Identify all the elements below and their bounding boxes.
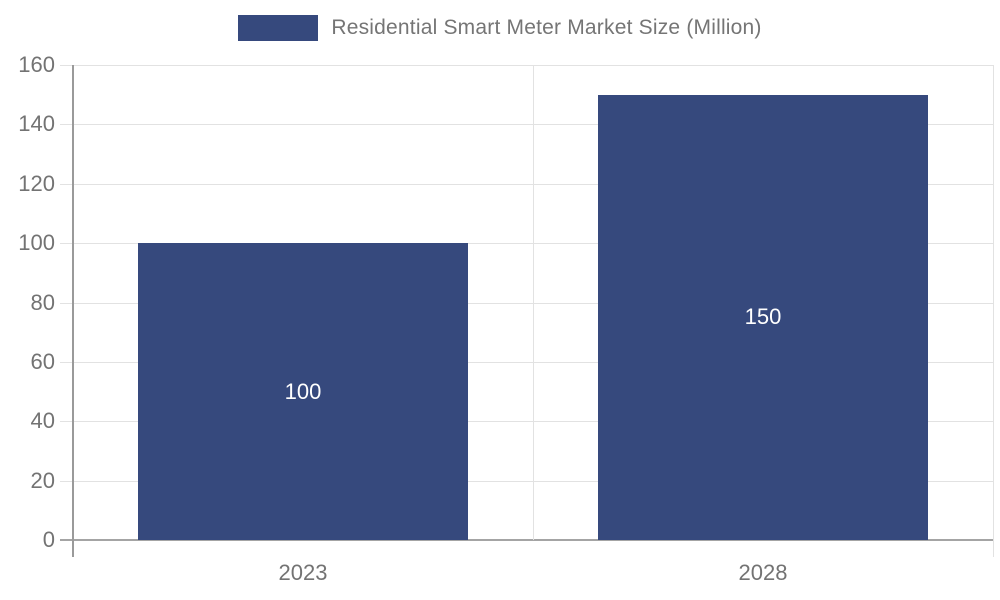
bar [598,94,928,540]
x-tick-label: 2028 [738,560,788,585]
y-tick-label: 160 [18,52,55,77]
y-tick-label: 20 [30,467,55,493]
bar [138,243,468,540]
gridline-x-right [993,65,994,557]
y-tick-label: 0 [42,527,55,552]
gridline-y [60,124,993,126]
gridline-y [60,302,993,304]
gridline-y [60,361,993,363]
y-tick-label: 100 [18,230,55,256]
x-tick-label: 2023 [278,560,328,585]
gridline-x-center [533,65,534,540]
gridline-y [60,480,993,482]
gridline-y [60,421,993,423]
y-tick-label: 120 [18,170,55,196]
y-tick-label: 40 [30,408,55,434]
y-tick-label: 140 [18,111,55,137]
gridline-y [60,65,993,66]
x-axis-zero-line [60,539,993,541]
gridline-y [60,243,993,245]
y-tick-label: 80 [30,289,55,315]
legend-swatch [238,15,319,41]
gridline-y [60,183,993,185]
y-axis-line [72,65,74,557]
bar-value-label: 150 [744,304,782,330]
bar-value-label: 100 [284,378,322,404]
legend: Residential Smart Meter Market Size (Mil… [0,15,1000,41]
legend-label: Residential Smart Meter Market Size (Mil… [331,16,762,39]
y-tick-label: 60 [30,348,55,374]
